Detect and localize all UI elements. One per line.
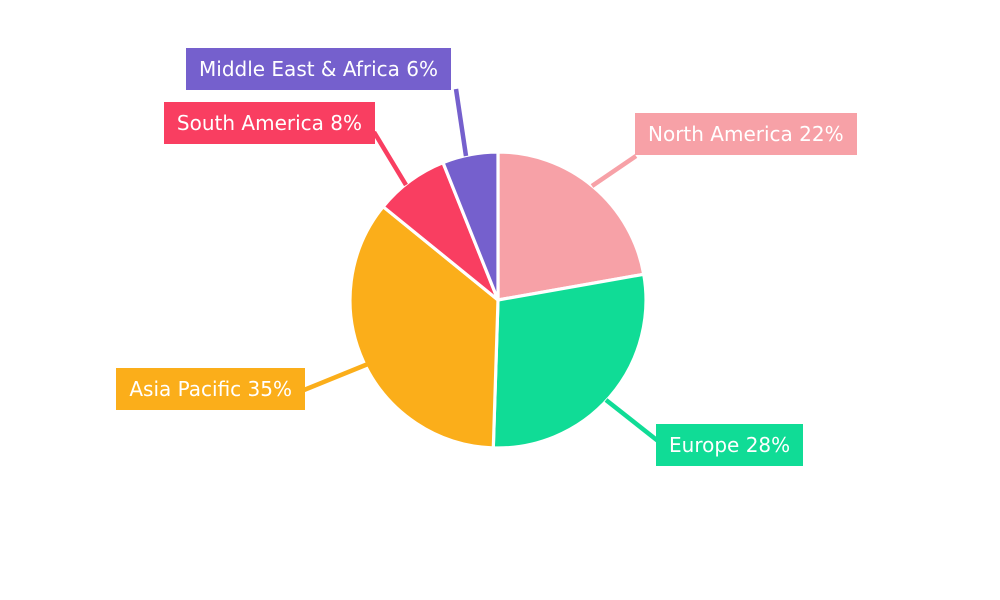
- pie-label-north-america: North America 22%: [635, 113, 857, 155]
- pie-slice-europe: [491, 272, 648, 450]
- pie-label-europe: Europe 28%: [656, 424, 804, 466]
- pie-slice-asia-pacific: [348, 205, 500, 450]
- leader-line-europe: [604, 398, 660, 443]
- leader-line-asia-pacific: [303, 361, 369, 393]
- pie-label-asia-pacific: Asia Pacific 35%: [116, 368, 305, 410]
- pie-label-middle-east-africa: Middle East & Africa 6%: [186, 48, 452, 90]
- leader-line-north-america: [590, 154, 638, 188]
- pie-slice-middle-east-africa: [441, 150, 500, 302]
- leader-line-middle-east-africa: [453, 88, 469, 157]
- leader-line-south-america: [372, 130, 408, 187]
- pie-label-south-america: South America 8%: [163, 102, 375, 144]
